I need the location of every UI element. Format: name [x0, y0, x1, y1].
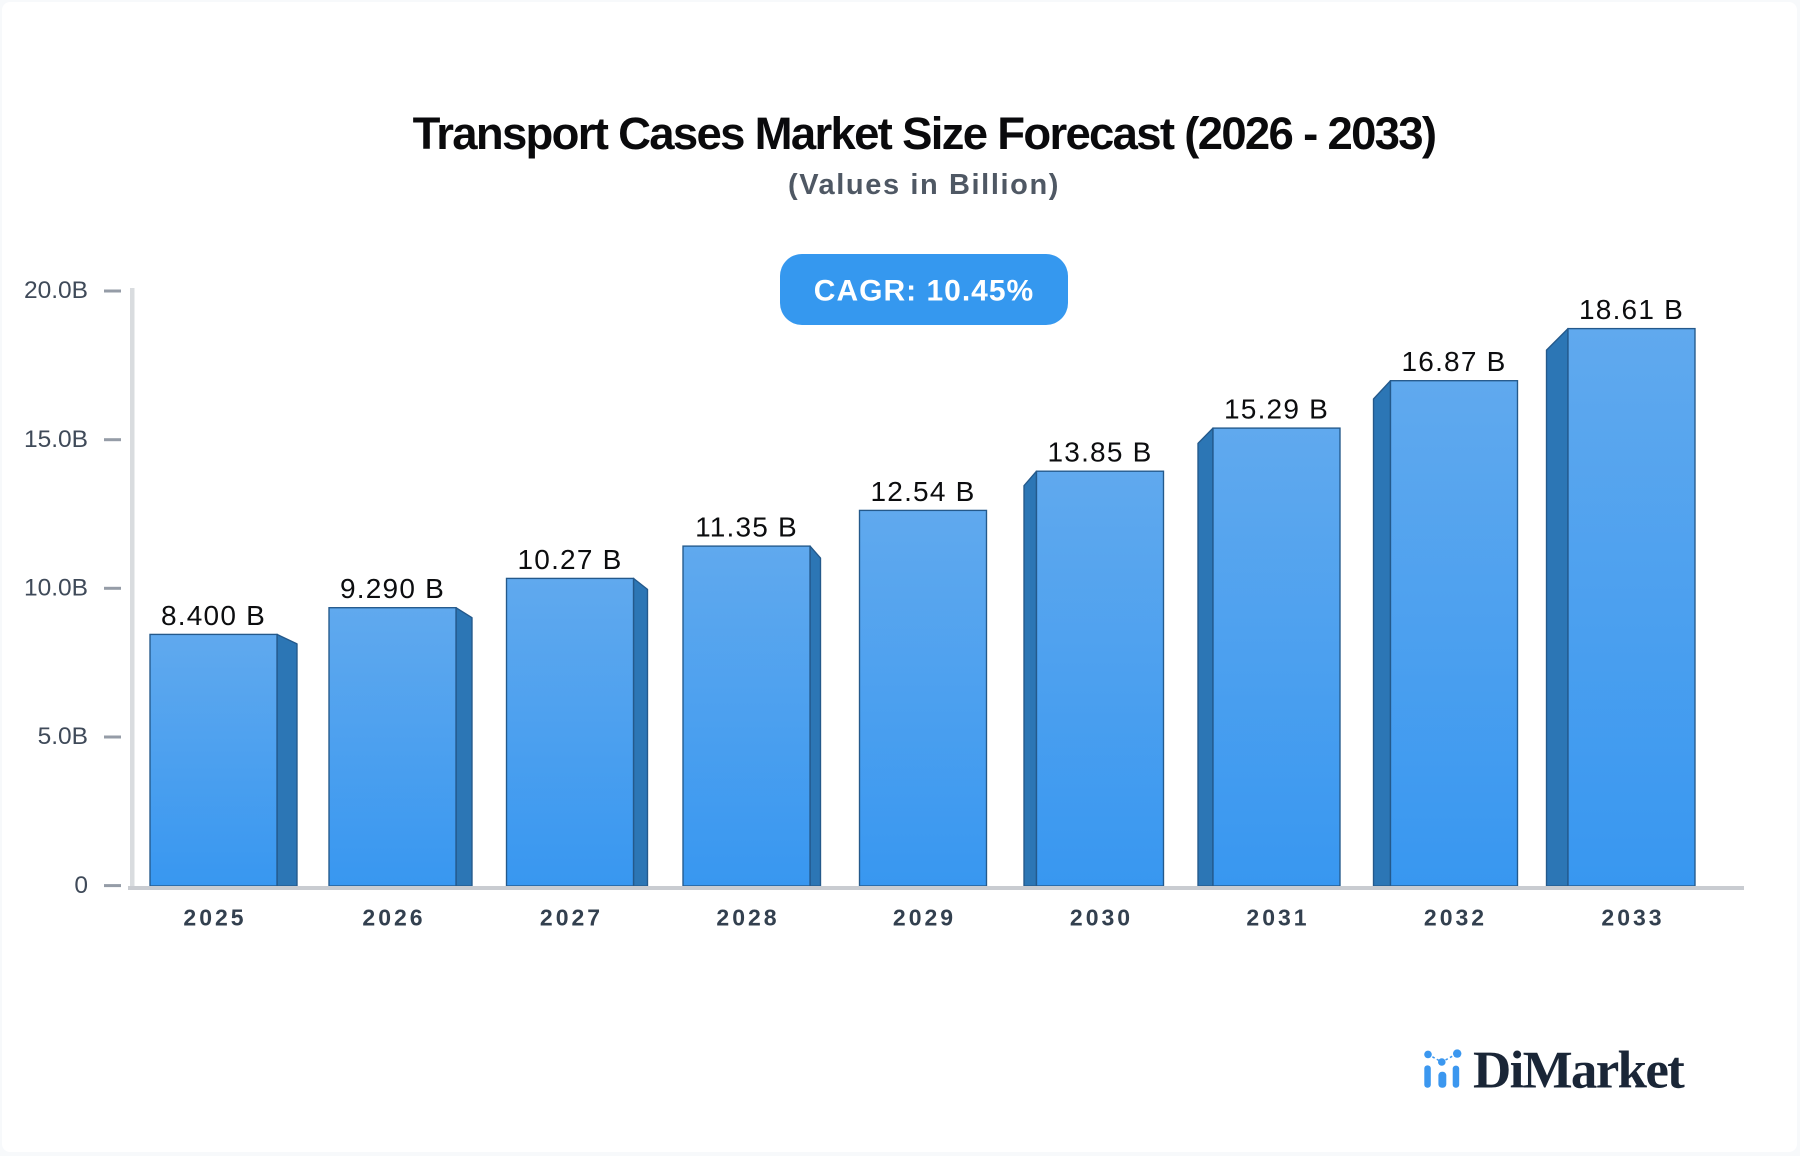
svg-text:CAGR: 10.45%: CAGR: 10.45%: [814, 275, 1034, 308]
svg-text:9.290 B: 9.290 B: [340, 573, 445, 604]
svg-text:2030: 2030: [1070, 905, 1133, 931]
svg-text:5.0B: 5.0B: [38, 723, 88, 750]
svg-text:16.87 B: 16.87 B: [1402, 346, 1507, 377]
svg-text:11.35 B: 11.35 B: [695, 512, 798, 543]
svg-text:DiMarket: DiMarket: [1473, 1041, 1685, 1099]
svg-text:10.0B: 10.0B: [24, 575, 88, 602]
svg-text:2026: 2026: [362, 905, 425, 931]
svg-text:12.54 B: 12.54 B: [871, 476, 976, 507]
svg-text:Transport Cases Market Size Fo: Transport Cases Market Size Forecast (20…: [413, 108, 1436, 159]
svg-text:20.0B: 20.0B: [24, 277, 88, 304]
svg-text:15.29 B: 15.29 B: [1224, 394, 1329, 425]
svg-text:2025: 2025: [183, 905, 246, 931]
svg-text:0: 0: [74, 872, 88, 899]
svg-text:2028: 2028: [716, 905, 779, 931]
svg-text:2029: 2029: [893, 905, 956, 931]
svg-text:13.85 B: 13.85 B: [1048, 437, 1153, 468]
svg-text:2032: 2032: [1424, 905, 1487, 931]
svg-text:18.61 B: 18.61 B: [1579, 294, 1684, 325]
svg-text:2033: 2033: [1601, 905, 1664, 931]
svg-text:2027: 2027: [540, 905, 603, 931]
svg-text:(Values in Billion): (Values in Billion): [788, 169, 1060, 201]
svg-text:10.27 B: 10.27 B: [518, 544, 623, 575]
svg-text:8.400 B: 8.400 B: [161, 600, 266, 631]
svg-text:15.0B: 15.0B: [24, 426, 88, 453]
svg-text:2031: 2031: [1246, 905, 1309, 931]
